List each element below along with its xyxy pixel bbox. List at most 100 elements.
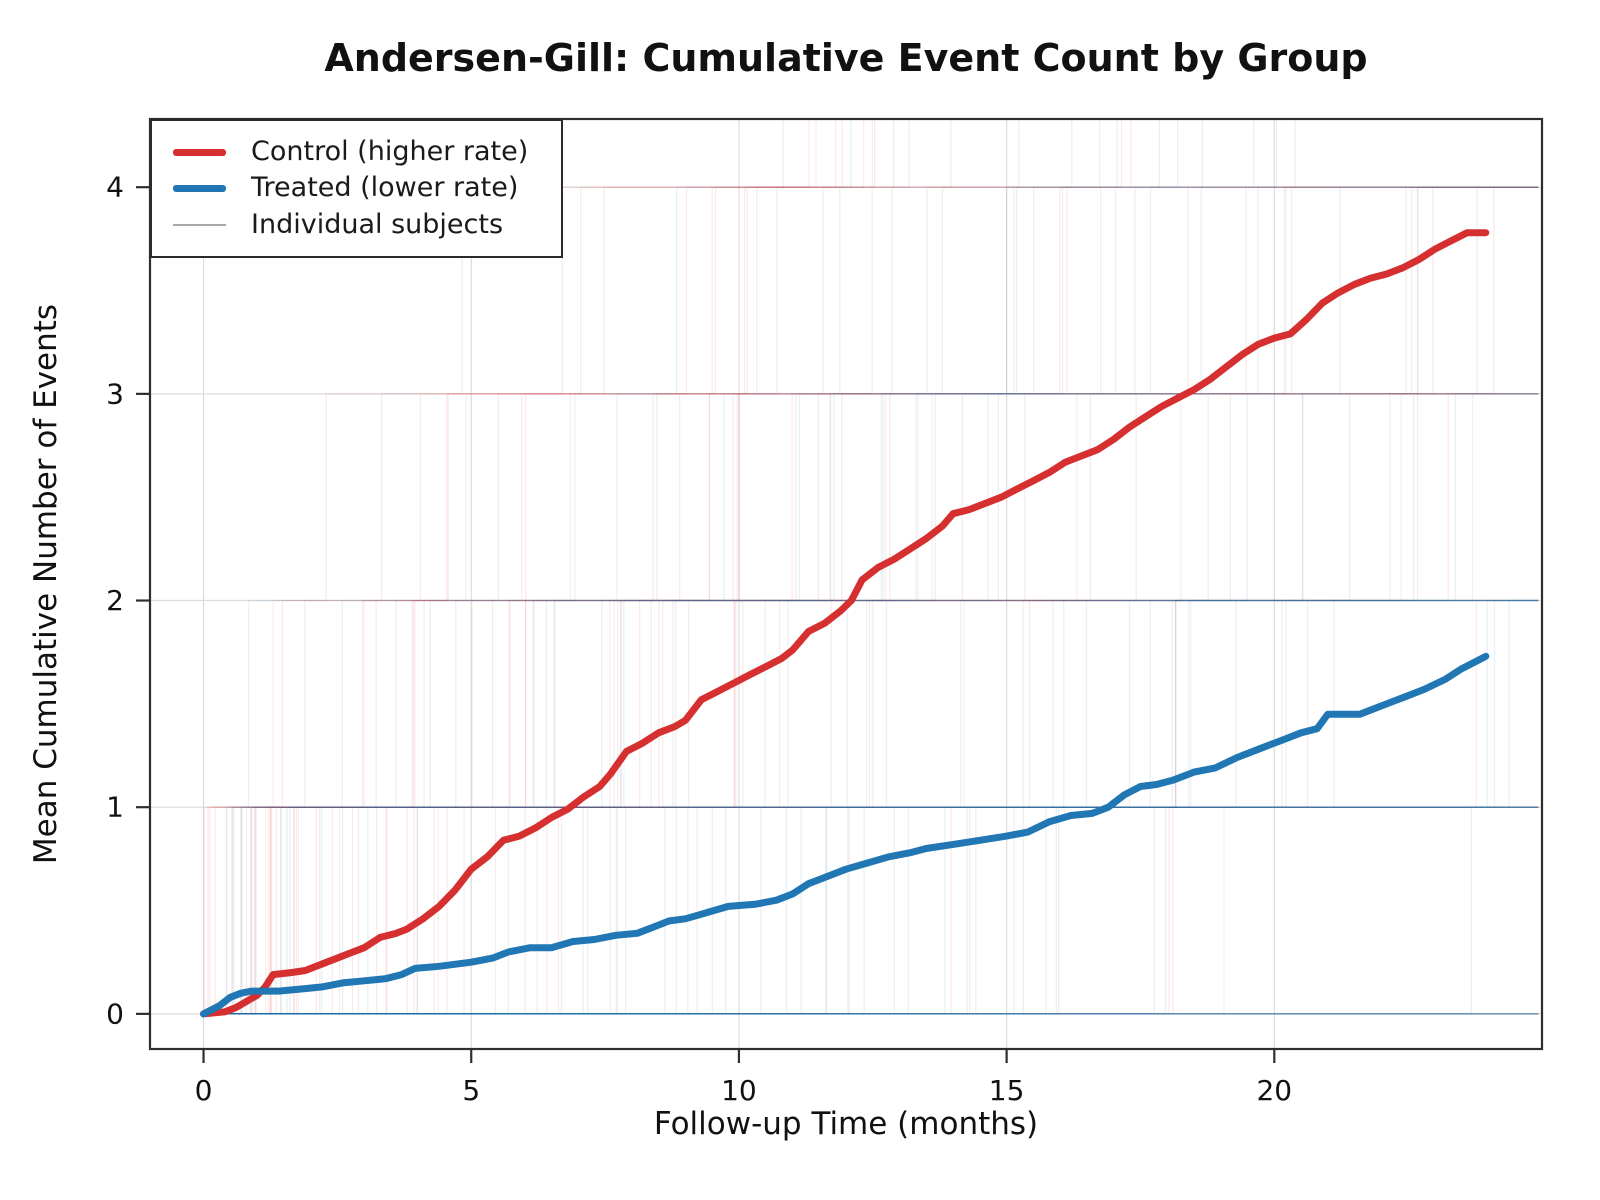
individual-subject-line [203, 119, 1179, 1015]
individual-subject-line [203, 186, 1539, 1015]
individual-subject-line [203, 186, 1539, 1015]
plot-contents [200, 119, 1539, 1018]
individual-subject-line [203, 119, 865, 1015]
legend: Control (higher rate) Treated (lower rat… [150, 119, 563, 258]
individual-subject-line [203, 393, 1539, 1015]
individual-subject-line [203, 806, 1539, 1015]
individual-subject-line [203, 806, 1539, 1015]
control-line-swatch [173, 148, 226, 156]
individual-subject-line [203, 599, 1539, 1015]
individual-subject-line [203, 599, 1539, 1015]
individual-subject-line [203, 186, 1539, 1015]
x-tick-label: 20 [1256, 1074, 1292, 1107]
individual-subject-line [203, 806, 1539, 1015]
individual-subject-line [203, 119, 1161, 1015]
individual-subject-line [203, 393, 1539, 1015]
x-tick-label: 5 [462, 1074, 480, 1107]
control-mean-curve [200, 229, 1490, 1018]
individual-subject-line [203, 599, 1539, 1015]
individual-subject-line [203, 393, 1539, 1015]
individual-subject-line [203, 599, 1539, 1015]
legend-label-subjects: Individual subjects [251, 208, 504, 240]
individual-subject-line [203, 186, 1539, 1015]
individual-subject-line [203, 806, 1539, 1015]
legend-label-treated: Treated (lower rate) [251, 172, 519, 204]
individual-subject-line [203, 186, 1539, 1015]
y-axis-label: Mean Cumulative Number of Events [28, 303, 64, 865]
individual-subject-line [203, 186, 1539, 1015]
individual-subject-line [203, 119, 1255, 1015]
individual-subject-line [203, 186, 1539, 1015]
individual-subject-line [203, 806, 1539, 1015]
individual-subject-line [203, 186, 1539, 1015]
legend-item-treated: Treated (lower rate) [173, 172, 561, 204]
individual-subject-line [203, 806, 1539, 1015]
individual-subject-line [203, 806, 1539, 1015]
individual-subject-line [203, 119, 1204, 1015]
individual-subject-line [203, 806, 1539, 1015]
individual-subject-line [203, 119, 910, 1015]
individual-subject-line [203, 119, 876, 1015]
individual-subject-line [203, 599, 1539, 1015]
y-tick-label: 3 [106, 377, 124, 410]
individual-subject-line [203, 119, 1020, 1015]
individual-subject-line [203, 119, 1073, 1015]
individual-subject-line [203, 119, 494, 1015]
individual-subject-line [203, 186, 1539, 1015]
individual-subject-line [203, 806, 1539, 1015]
individual-subject-line [203, 806, 1539, 1015]
individual-subject-line [203, 599, 1539, 1015]
individual-subject-line [203, 806, 1539, 1015]
individual-subject-line [203, 186, 1539, 1015]
individual-subject-line [203, 393, 1539, 1015]
individual-subject-line [203, 119, 952, 1015]
individual-subject-line [203, 393, 1539, 1015]
individual-subject-line [203, 393, 1539, 1015]
individual-subject-line [203, 599, 1539, 1015]
individual-subject-line [203, 806, 1539, 1015]
y-tick-label: 1 [106, 791, 124, 824]
individual-subject-line [203, 393, 1539, 1015]
individual-subject-line [203, 119, 837, 1015]
individual-subject-line [203, 806, 1539, 1015]
individual-subject-line [203, 806, 1539, 1015]
individual-subject-line [203, 119, 873, 1015]
individual-subject-line [203, 119, 1118, 1015]
individual-subject-line [203, 806, 1539, 1015]
x-tick-label: 15 [989, 1074, 1025, 1107]
individual-subject-line [203, 393, 1539, 1015]
individual-subject-line [203, 806, 1539, 1015]
individual-subject-line [203, 599, 1539, 1015]
individual-subject-line [203, 119, 784, 1015]
y-tick-label: 4 [106, 171, 124, 204]
individual-subject-line [203, 186, 1539, 1015]
individual-subject-line [203, 393, 1539, 1015]
individual-subject-line [203, 119, 1132, 1015]
individual-subject-line [203, 806, 1539, 1015]
individual-subject-line [203, 806, 1539, 1015]
individual-subject-line [203, 806, 1539, 1015]
individual-subject-line [203, 599, 1539, 1015]
individual-subject-line [203, 119, 852, 1015]
individual-subject-line [203, 393, 1539, 1015]
individual-subject-line [203, 393, 1539, 1015]
y-tick-label: 0 [106, 997, 124, 1030]
individual-subjects-line-swatch [173, 223, 226, 226]
individual-subject-line [203, 119, 810, 1015]
individual-subject-line [203, 599, 1539, 1015]
individual-subject-line [203, 599, 1539, 1015]
individual-subject-line [203, 119, 843, 1015]
individual-subject-line [203, 119, 817, 1015]
individual-subject-line [203, 599, 1539, 1015]
individual-subject-line [203, 119, 1278, 1015]
legend-item-control: Control (higher rate) [173, 137, 561, 166]
individual-subject-line [203, 393, 1539, 1015]
x-tick-label: 0 [195, 1074, 213, 1107]
individual-subject-line [203, 806, 1539, 1015]
individual-subject-line [203, 186, 1539, 1015]
axes-frame [148, 117, 1544, 1051]
individual-subject-line [203, 599, 1539, 1015]
x-axis-label: Follow-up Time (months) [653, 1106, 1039, 1142]
